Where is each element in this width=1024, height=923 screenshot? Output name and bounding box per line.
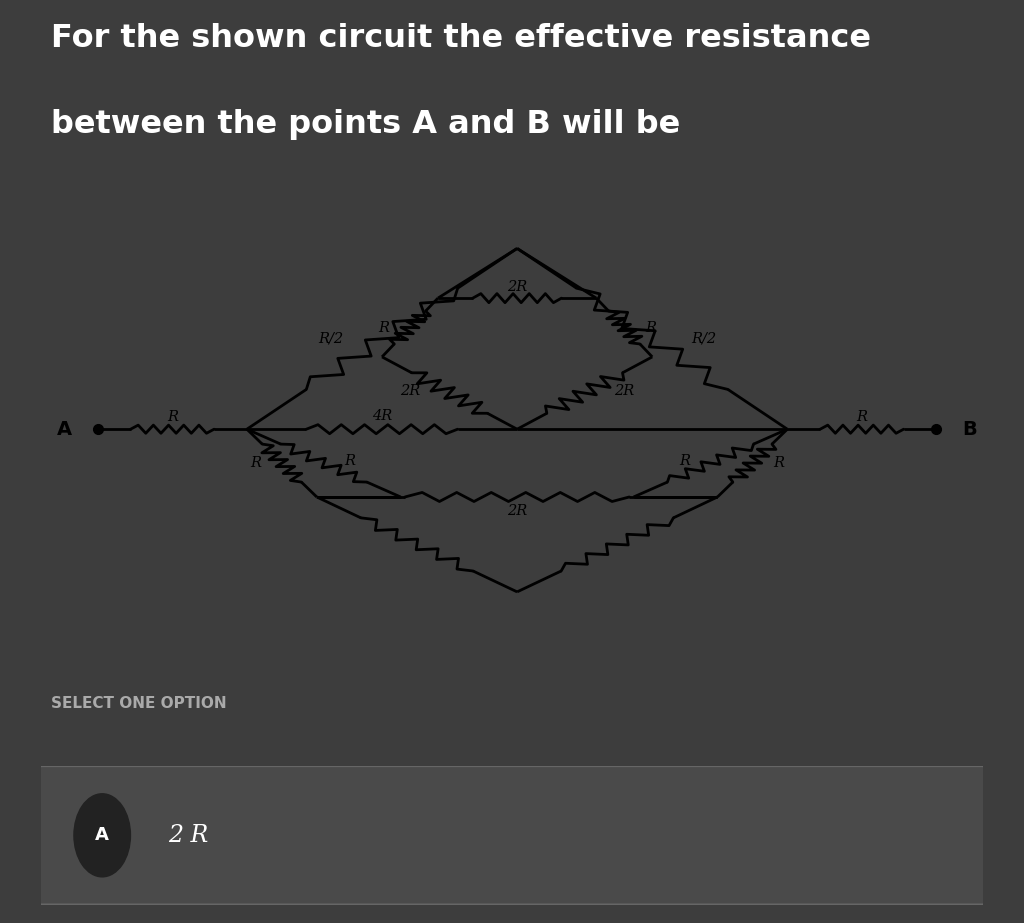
FancyBboxPatch shape bbox=[38, 766, 986, 905]
Text: R: R bbox=[679, 454, 690, 468]
Text: R: R bbox=[773, 456, 784, 470]
Text: For the shown circuit the effective resistance: For the shown circuit the effective resi… bbox=[51, 23, 871, 54]
Text: A: A bbox=[95, 826, 110, 845]
Text: 4R: 4R bbox=[372, 409, 392, 423]
Text: 2R: 2R bbox=[507, 504, 527, 518]
Text: R: R bbox=[250, 456, 261, 470]
Text: R: R bbox=[645, 320, 656, 334]
Text: 2R: 2R bbox=[400, 384, 421, 398]
Text: R: R bbox=[856, 410, 867, 424]
Text: R: R bbox=[344, 454, 355, 468]
Text: 2R: 2R bbox=[613, 384, 634, 398]
Text: 2 R: 2 R bbox=[168, 824, 209, 846]
Text: R: R bbox=[378, 320, 389, 334]
Text: B: B bbox=[963, 420, 977, 438]
Text: R/2: R/2 bbox=[318, 331, 343, 346]
Text: R: R bbox=[167, 410, 178, 424]
Text: R/2: R/2 bbox=[691, 331, 716, 346]
Text: A: A bbox=[56, 420, 72, 438]
Circle shape bbox=[74, 794, 130, 877]
Text: between the points A and B will be: between the points A and B will be bbox=[51, 109, 681, 139]
Text: SELECT ONE OPTION: SELECT ONE OPTION bbox=[51, 696, 227, 711]
Text: 2R: 2R bbox=[507, 280, 527, 294]
